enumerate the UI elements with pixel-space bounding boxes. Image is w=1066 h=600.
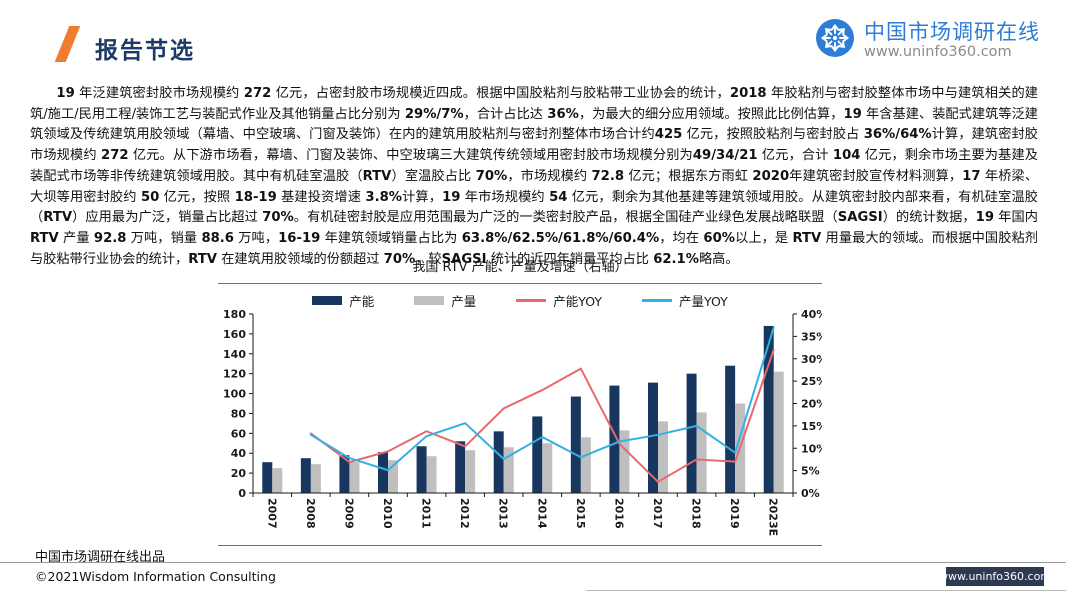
svg-text:10%: 10% xyxy=(801,442,822,455)
legend-label: 产量 xyxy=(451,294,477,309)
svg-text:40%: 40% xyxy=(801,308,822,321)
report-paragraph: 19 年泛建筑密封胶市场规模约 272 亿元，占密封胶市场规模近四成。根据中国胶… xyxy=(30,86,1039,267)
svg-text:2023E: 2023E xyxy=(767,498,780,536)
logo-website-url[interactable]: www.uninfo360.com xyxy=(864,43,1012,60)
compass-snowflake-icon xyxy=(815,18,855,62)
svg-text:2008: 2008 xyxy=(304,498,317,529)
footer-produced-by: 中国市场调研在线出品 xyxy=(35,550,166,565)
website-badge[interactable]: www.uninfo360.com xyxy=(939,567,1051,586)
svg-text:20%: 20% xyxy=(801,398,822,411)
svg-text:2017: 2017 xyxy=(651,498,664,529)
svg-text:60: 60 xyxy=(231,427,247,440)
svg-text:35%: 35% xyxy=(801,330,822,343)
legend-item: 产能 xyxy=(312,291,374,310)
chart-plot-area: 0 20 40 60 80 100 120 140 160 180 0% 5% 10% 15% 20% 25%… xyxy=(223,308,822,536)
svg-text:100: 100 xyxy=(223,388,246,401)
svg-text:2013: 2013 xyxy=(497,498,510,529)
legend-label: 产能 xyxy=(349,294,375,309)
legend-swatch xyxy=(312,296,343,305)
bottom-edge-line xyxy=(586,590,1066,591)
svg-text:80: 80 xyxy=(231,407,247,420)
legend-label: 产能YOY xyxy=(553,294,603,309)
legend-item: 产能YOY xyxy=(516,291,602,310)
rtv-capacity-output-chart: 产能 产量 产能YOY 产量YOY 0 20 40 60 80 100 120 140 160 180 0… xyxy=(218,283,822,546)
svg-text:30%: 30% xyxy=(801,353,822,366)
svg-text:180: 180 xyxy=(223,308,246,321)
footer-divider-line xyxy=(0,562,1066,563)
company-logo[interactable]: 中国市场调研在线 www.uninfo360.com xyxy=(815,18,1040,62)
svg-text:140: 140 xyxy=(223,348,246,361)
svg-text:2018: 2018 xyxy=(690,498,703,529)
legend-item: 产量 xyxy=(414,291,476,310)
svg-text:2009: 2009 xyxy=(342,498,355,529)
svg-text:2019: 2019 xyxy=(728,498,741,529)
svg-text:2015: 2015 xyxy=(574,498,587,529)
footer-copyright: ©2021Wisdom Information Consulting xyxy=(35,569,276,584)
svg-text:20: 20 xyxy=(231,467,247,480)
page-header: 报告节选 xyxy=(0,0,1066,78)
legend-swatch xyxy=(516,299,547,302)
legend-swatch xyxy=(414,296,445,305)
svg-text:0: 0 xyxy=(238,487,246,500)
svg-text:2011: 2011 xyxy=(420,498,433,529)
chart-title: 我国 RTV 产能、产量及增速（右轴） xyxy=(412,260,628,275)
svg-text:25%: 25% xyxy=(801,375,822,388)
svg-text:0%: 0% xyxy=(801,487,820,500)
legend-label: 产量YOY xyxy=(679,294,728,309)
svg-text:120: 120 xyxy=(223,368,246,381)
svg-text:40: 40 xyxy=(231,447,247,460)
svg-text:5%: 5% xyxy=(801,465,820,478)
svg-text:160: 160 xyxy=(223,328,246,341)
chart-legend: 产能 产量 产能YOY 产量YOY xyxy=(218,291,822,310)
orange-slash-decoration xyxy=(54,26,81,62)
svg-text:2012: 2012 xyxy=(458,498,471,529)
logo-text-block: 中国市场调研在线 www.uninfo360.com xyxy=(864,20,1040,61)
svg-text:2014: 2014 xyxy=(535,498,548,529)
page-title: 报告节选 xyxy=(95,38,195,64)
svg-text:2010: 2010 xyxy=(381,498,394,529)
svg-text:2007: 2007 xyxy=(265,498,278,529)
logo-company-name: 中国市场调研在线 xyxy=(864,19,1040,44)
svg-text:15%: 15% xyxy=(801,420,822,433)
svg-text:2016: 2016 xyxy=(612,498,625,529)
legend-item: 产量YOY xyxy=(642,291,728,310)
legend-swatch xyxy=(642,299,673,302)
